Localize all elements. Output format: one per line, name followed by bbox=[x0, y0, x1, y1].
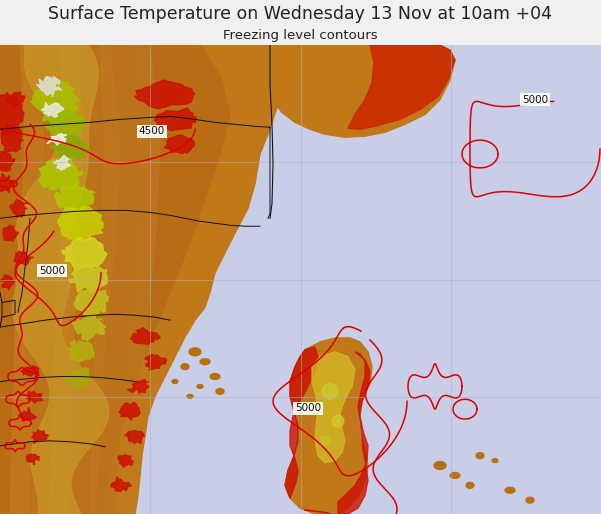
Polygon shape bbox=[50, 135, 91, 161]
Polygon shape bbox=[348, 45, 455, 130]
Polygon shape bbox=[216, 389, 224, 394]
Polygon shape bbox=[172, 379, 178, 383]
Polygon shape bbox=[1, 124, 23, 153]
Polygon shape bbox=[26, 454, 40, 465]
Polygon shape bbox=[119, 402, 140, 420]
Polygon shape bbox=[165, 135, 194, 154]
Polygon shape bbox=[320, 436, 330, 446]
Text: Surface Temperature on Wednesday 13 Nov at 10am +04: Surface Temperature on Wednesday 13 Nov … bbox=[49, 5, 552, 23]
Polygon shape bbox=[26, 391, 43, 403]
Polygon shape bbox=[189, 348, 201, 356]
Polygon shape bbox=[111, 477, 132, 491]
Polygon shape bbox=[74, 288, 109, 316]
Polygon shape bbox=[434, 462, 446, 469]
Polygon shape bbox=[505, 487, 515, 493]
Polygon shape bbox=[0, 92, 24, 135]
Polygon shape bbox=[338, 352, 370, 514]
Polygon shape bbox=[181, 364, 189, 370]
Text: 4500: 4500 bbox=[139, 126, 165, 136]
Polygon shape bbox=[47, 133, 67, 145]
Polygon shape bbox=[0, 45, 278, 514]
Polygon shape bbox=[32, 429, 49, 443]
Polygon shape bbox=[62, 237, 107, 270]
Polygon shape bbox=[30, 79, 79, 121]
Polygon shape bbox=[260, 45, 455, 137]
Polygon shape bbox=[210, 374, 220, 379]
Polygon shape bbox=[285, 338, 372, 514]
Polygon shape bbox=[145, 355, 166, 370]
Polygon shape bbox=[10, 199, 28, 217]
Polygon shape bbox=[72, 315, 106, 340]
Polygon shape bbox=[0, 173, 14, 193]
Text: Freezing level contours: Freezing level contours bbox=[223, 29, 378, 42]
Text: 5000: 5000 bbox=[522, 95, 548, 105]
Polygon shape bbox=[130, 328, 160, 344]
Polygon shape bbox=[41, 102, 64, 117]
Polygon shape bbox=[492, 458, 498, 463]
Polygon shape bbox=[67, 340, 94, 362]
Polygon shape bbox=[14, 251, 34, 265]
Polygon shape bbox=[3, 225, 19, 241]
Polygon shape bbox=[0, 151, 15, 171]
Polygon shape bbox=[154, 108, 196, 131]
Polygon shape bbox=[127, 379, 149, 394]
Polygon shape bbox=[39, 158, 84, 190]
Polygon shape bbox=[476, 453, 484, 458]
Polygon shape bbox=[332, 415, 344, 427]
Polygon shape bbox=[285, 347, 318, 498]
Polygon shape bbox=[90, 45, 160, 514]
Polygon shape bbox=[450, 472, 460, 479]
Text: 5000: 5000 bbox=[295, 403, 321, 413]
Polygon shape bbox=[1, 274, 14, 290]
Polygon shape bbox=[19, 407, 37, 421]
Polygon shape bbox=[69, 264, 108, 292]
Polygon shape bbox=[53, 155, 71, 170]
Polygon shape bbox=[135, 80, 195, 109]
Polygon shape bbox=[197, 384, 203, 389]
Polygon shape bbox=[312, 352, 355, 463]
Polygon shape bbox=[70, 45, 140, 514]
Polygon shape bbox=[58, 207, 103, 241]
Polygon shape bbox=[45, 107, 86, 139]
Polygon shape bbox=[187, 394, 193, 398]
Polygon shape bbox=[322, 383, 338, 399]
Polygon shape bbox=[50, 45, 120, 514]
Polygon shape bbox=[63, 368, 91, 388]
Polygon shape bbox=[125, 431, 145, 444]
Polygon shape bbox=[37, 76, 61, 97]
Polygon shape bbox=[466, 482, 474, 488]
Text: 5000: 5000 bbox=[39, 266, 65, 276]
Polygon shape bbox=[0, 45, 230, 514]
Polygon shape bbox=[13, 45, 109, 514]
Polygon shape bbox=[10, 45, 80, 514]
Polygon shape bbox=[526, 497, 534, 503]
Polygon shape bbox=[21, 366, 39, 376]
Polygon shape bbox=[117, 454, 133, 468]
Polygon shape bbox=[5, 91, 25, 107]
Polygon shape bbox=[55, 185, 95, 212]
Polygon shape bbox=[200, 359, 210, 364]
Polygon shape bbox=[30, 45, 100, 514]
